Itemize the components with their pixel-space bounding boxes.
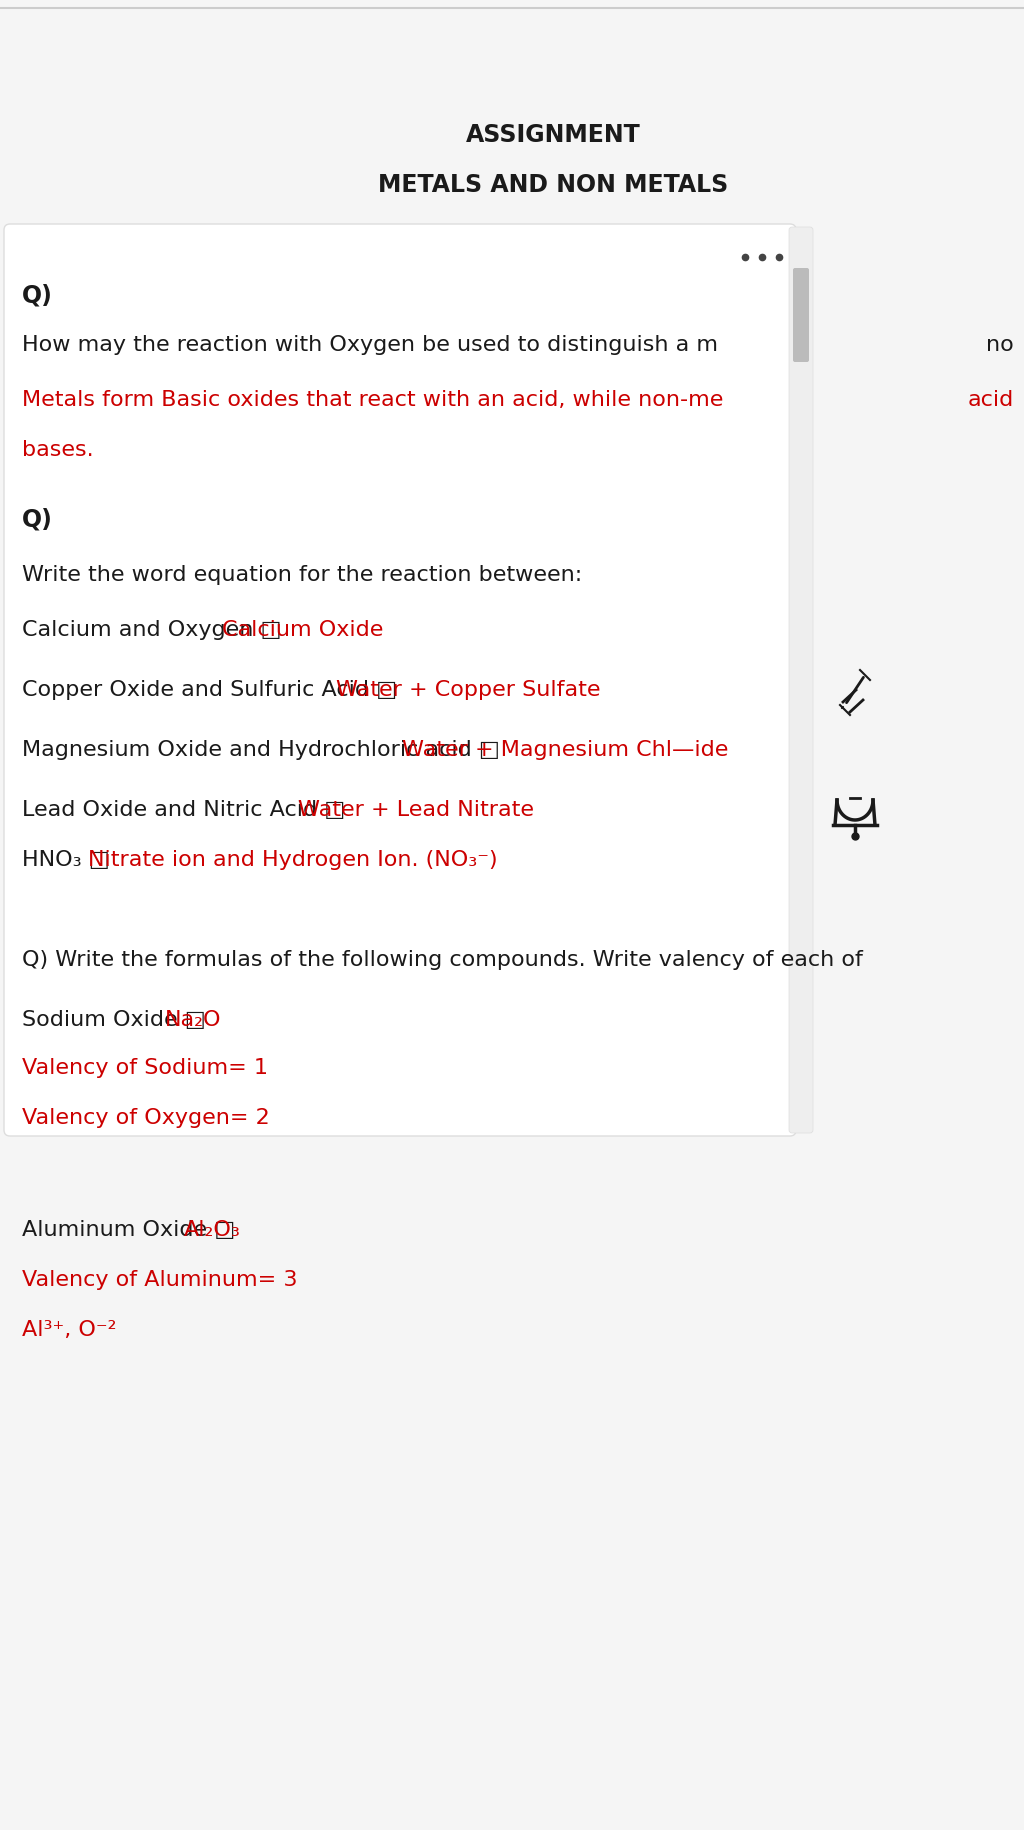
Text: Calcium and Oxygen □: Calcium and Oxygen □ — [22, 620, 289, 640]
Text: bases.: bases. — [22, 439, 93, 459]
Text: Write the word equation for the reaction between:: Write the word equation for the reaction… — [22, 565, 583, 586]
Text: Q): Q) — [22, 284, 53, 307]
Text: Metals form Basic oxides that react with an acid, while non-mе: Metals form Basic oxides that react with… — [22, 390, 723, 410]
Text: Water + Lead Nitrate: Water + Lead Nitrate — [298, 800, 534, 820]
Text: Valency of Aluminum= 3: Valency of Aluminum= 3 — [22, 1270, 298, 1290]
Text: ASSIGNMENT: ASSIGNMENT — [466, 123, 640, 146]
FancyBboxPatch shape — [790, 227, 813, 1133]
Text: Valency of Oxygen= 2: Valency of Oxygen= 2 — [22, 1107, 269, 1127]
Text: Water + Magnesium Chl—ide: Water + Magnesium Chl—ide — [402, 739, 728, 759]
FancyBboxPatch shape — [4, 223, 796, 1136]
Text: How may the reaction with Oxygen be used to distinguish a m: How may the reaction with Oxygen be used… — [22, 335, 718, 355]
Text: METALS AND NON METALS: METALS AND NON METALS — [378, 174, 728, 198]
Text: Aluminum Oxide □: Aluminum Oxide □ — [22, 1221, 243, 1241]
Text: Copper Oxide and Sulfuric Acid □: Copper Oxide and Sulfuric Acid □ — [22, 681, 404, 701]
Text: Al₂O₃: Al₂O₃ — [183, 1221, 241, 1241]
Text: Valency of Sodium= 1: Valency of Sodium= 1 — [22, 1058, 268, 1078]
Text: no: no — [986, 335, 1014, 355]
Text: Q): Q) — [22, 509, 53, 533]
Text: Lead Oxide and Nitric Acid □: Lead Oxide and Nitric Acid □ — [22, 800, 352, 820]
Text: Na₂O: Na₂O — [165, 1010, 221, 1030]
Text: Nitrate ion and Hydrogen Ion. (NO₃⁻): Nitrate ion and Hydrogen Ion. (NO₃⁻) — [88, 849, 498, 869]
Text: Sodium Oxide □: Sodium Oxide □ — [22, 1010, 213, 1030]
Text: Calcium Oxide: Calcium Oxide — [221, 620, 383, 640]
Text: acid: acid — [968, 390, 1014, 410]
Text: HNO₃ □: HNO₃ □ — [22, 849, 117, 869]
Text: Magnesium Oxide and Hydrochloric acid □: Magnesium Oxide and Hydrochloric acid □ — [22, 739, 507, 759]
Text: Q) Write the formulas of the following compounds. Write valency of each of: Q) Write the formulas of the following c… — [22, 950, 863, 970]
Text: Water + Copper Sulfate: Water + Copper Sulfate — [336, 681, 600, 701]
FancyBboxPatch shape — [793, 267, 809, 362]
Text: Al³⁺, O⁻²: Al³⁺, O⁻² — [22, 1319, 117, 1340]
